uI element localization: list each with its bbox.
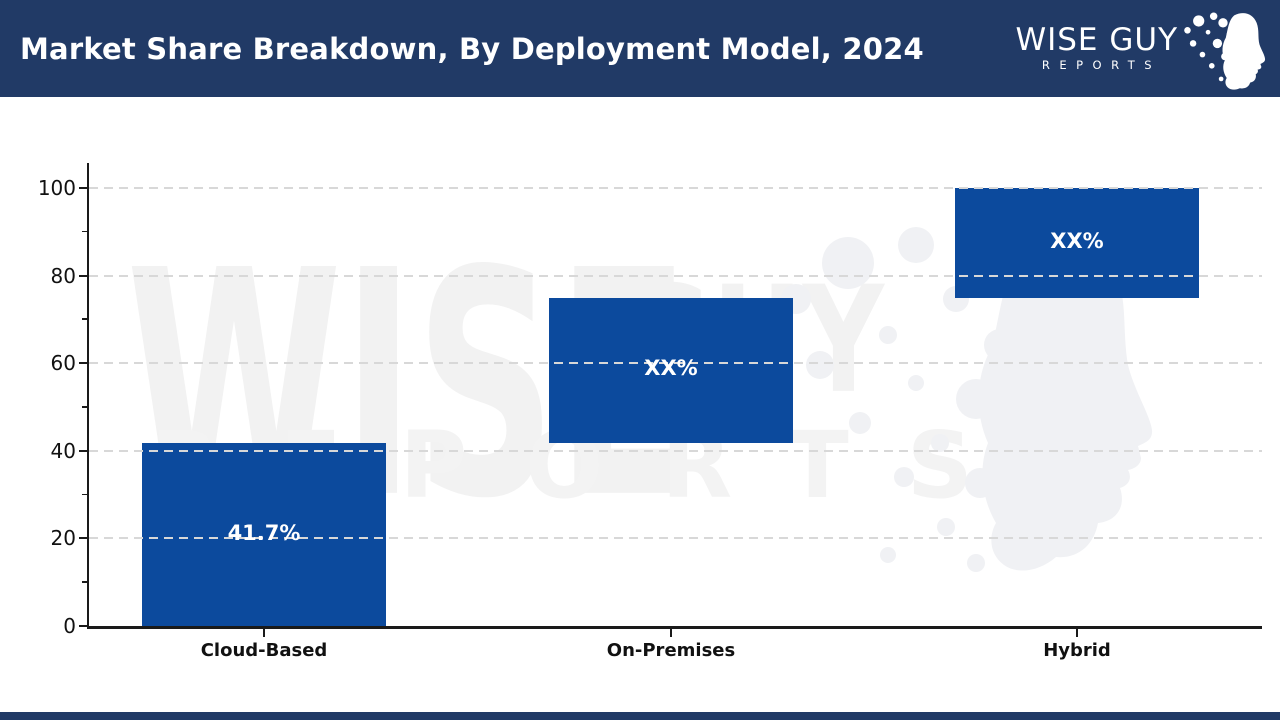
bar-value-label-1: XX% — [644, 356, 698, 381]
logo-face-dots-icon — [1184, 12, 1266, 90]
y-tick-label-20: 20 — [50, 526, 76, 551]
y-tick-label-40: 40 — [50, 438, 76, 463]
bar-value-label-2: XX% — [1050, 228, 1104, 253]
footer-bar — [0, 712, 1280, 720]
bar-on-premises — [549, 297, 793, 444]
x-category-label-0: Cloud-Based — [200, 640, 328, 661]
y-tick-20 — [79, 537, 87, 540]
y-tick-60 — [79, 362, 87, 365]
x-tick-0 — [263, 629, 265, 637]
y-tick-0 — [79, 625, 87, 627]
watermark-face-dots-icon — [781, 227, 1153, 572]
bar-cloud-based — [142, 443, 386, 626]
y-minor-tick-70 — [82, 318, 87, 320]
y-minor-tick-90 — [82, 230, 87, 233]
x-category-label-2: Hybrid — [1043, 640, 1111, 661]
y-tick-40 — [79, 449, 87, 452]
header-bar: Market Share Breakdown, By Deployment Mo… — [0, 0, 1280, 97]
x-axis-line — [87, 626, 1262, 629]
gridline-100 — [89, 187, 1262, 189]
y-tick-label-80: 80 — [50, 263, 76, 288]
y-tick-80 — [79, 274, 87, 277]
y-minor-tick-30 — [82, 493, 87, 496]
y-minor-tick-50 — [82, 406, 87, 408]
x-tick-1 — [670, 629, 672, 637]
y-tick-100 — [79, 187, 87, 189]
logo-subtitle: REPORTS — [1041, 58, 1162, 73]
y-axis-line — [87, 163, 89, 628]
y-tick-label-100: 100 — [37, 176, 76, 200]
chart-title: Market Share Breakdown, By Deployment Mo… — [20, 31, 924, 66]
logo-wordmark: WISE GUY — [1015, 22, 1178, 59]
gridline-80 — [89, 274, 1262, 277]
y-tick-label-60: 60 — [50, 351, 76, 376]
x-category-label-1: On-Premises — [606, 640, 736, 661]
bar-hybrid — [955, 188, 1199, 298]
bar-value-label-0: 41.7% — [227, 520, 301, 545]
gridline-40 — [89, 449, 1262, 452]
gridline-20 — [89, 537, 1262, 540]
logo-text: WISE GUY REPORTS — [1015, 25, 1178, 72]
x-tick-2 — [1076, 629, 1078, 637]
y-minor-tick-10 — [82, 581, 87, 583]
gridline-60 — [89, 362, 1262, 365]
wise-guy-reports-logo: WISE GUY REPORTS — [1015, 7, 1266, 91]
y-tick-label-0: 0 — [63, 614, 76, 638]
